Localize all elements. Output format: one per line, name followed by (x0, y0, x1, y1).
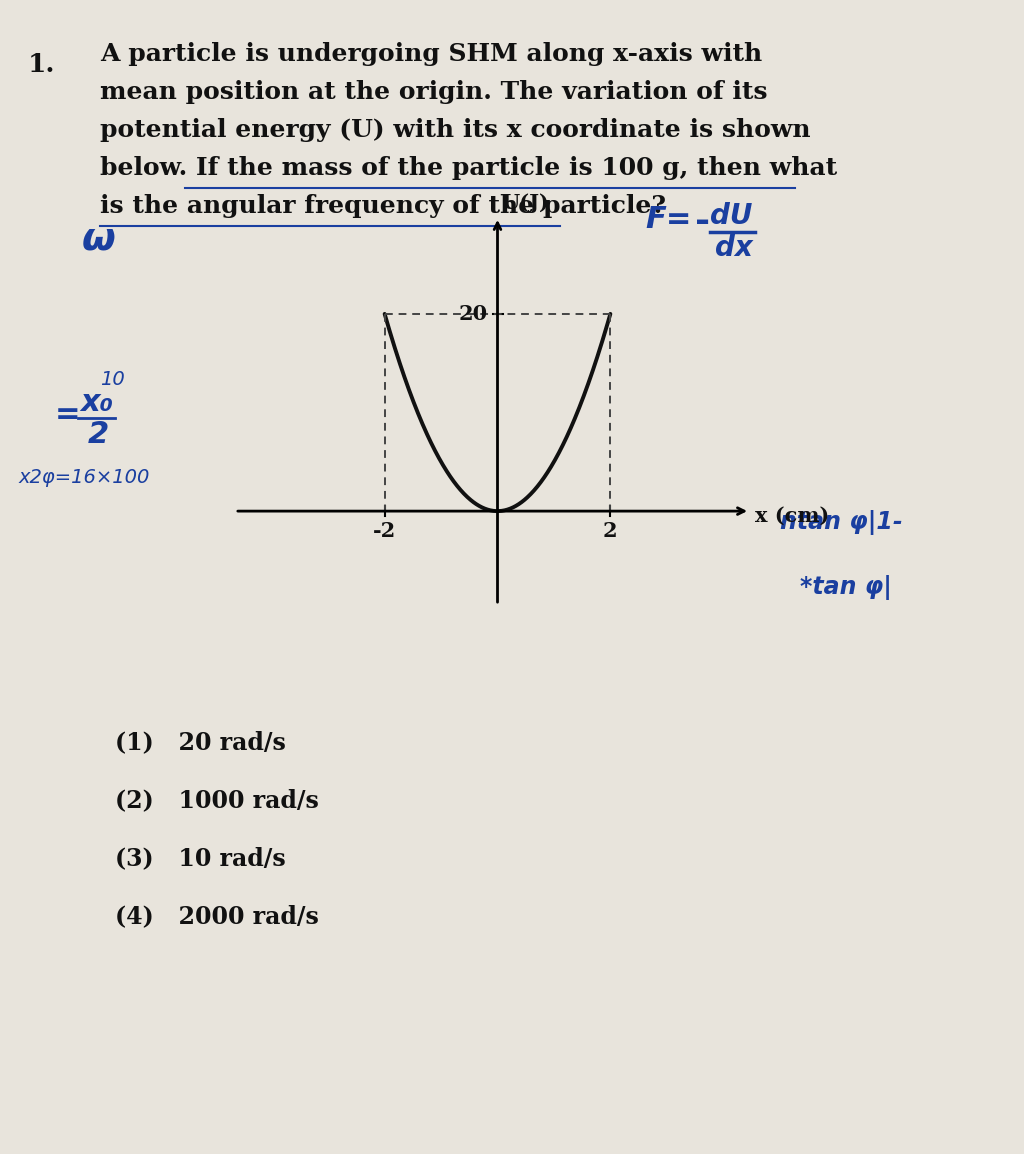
Text: -2: -2 (373, 522, 396, 541)
Text: 2: 2 (88, 420, 110, 449)
Text: (3)   10 rad/s: (3) 10 rad/s (115, 846, 286, 870)
Text: (1)   20 rad/s: (1) 20 rad/s (115, 730, 286, 754)
Text: (2)   1000 rad/s: (2) 1000 rad/s (115, 788, 318, 812)
Text: is the angular frequency of the particle?: is the angular frequency of the particle… (100, 194, 666, 218)
Text: (4)   2000 rad/s: (4) 2000 rad/s (115, 904, 318, 928)
Text: -: - (695, 205, 710, 239)
Text: A particle is undergoing SHM along x-axis with: A particle is undergoing SHM along x-axi… (100, 42, 762, 66)
Text: =: = (55, 400, 81, 429)
Text: F=: F= (645, 205, 691, 234)
Text: below. If the mass of the particle is 100 g, then what: below. If the mass of the particle is 10… (100, 156, 838, 180)
Text: U(J): U(J) (502, 193, 549, 213)
Text: ω: ω (82, 220, 116, 258)
Text: ntan φ|1-: ntan φ|1- (780, 510, 902, 535)
Text: x₀: x₀ (80, 388, 113, 417)
Text: potential energy (U) with its x coordinate is shown: potential energy (U) with its x coordina… (100, 118, 811, 142)
Text: 2: 2 (603, 522, 617, 541)
Text: 1.: 1. (28, 52, 55, 77)
Text: dU: dU (710, 202, 753, 230)
Text: 10: 10 (100, 370, 125, 389)
Text: *tan φ|: *tan φ| (800, 575, 892, 600)
Text: x2φ=16×100: x2φ=16×100 (18, 469, 150, 487)
Text: 20: 20 (459, 304, 487, 324)
Text: dx: dx (715, 234, 753, 262)
Text: x (cm): x (cm) (755, 507, 829, 526)
Text: mean position at the origin. The variation of its: mean position at the origin. The variati… (100, 80, 768, 104)
